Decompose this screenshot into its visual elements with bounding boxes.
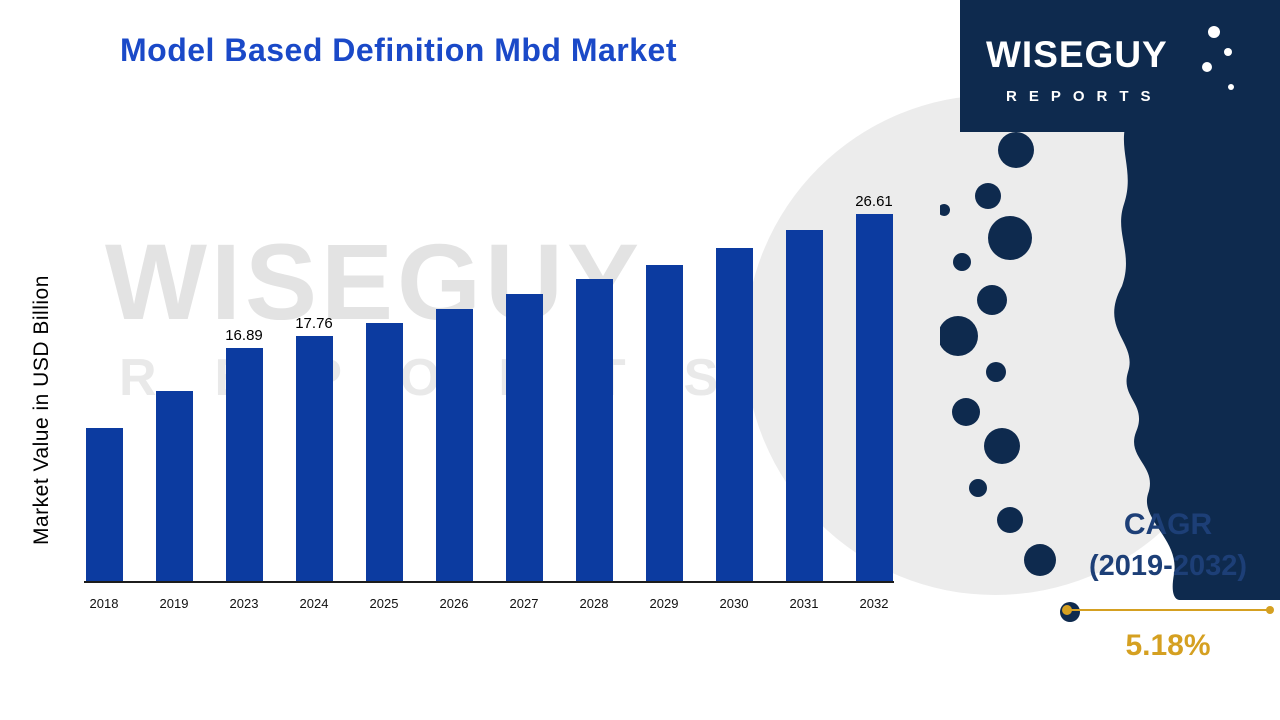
logo-wordmark: WISEGUY <box>986 34 1168 75</box>
bar-chart: 2018 2019 16.89 2023 17.76 2024 2025 2026 2027 20… <box>84 176 894 611</box>
x-tick-label: 2023 <box>229 596 259 611</box>
bar-group: 2025 <box>364 323 404 611</box>
bar <box>85 428 123 581</box>
watermark: WISEGUY REPORTS <box>105 228 776 408</box>
bar-group: 2030 <box>714 248 754 611</box>
bar-group: 2027 <box>504 294 544 611</box>
x-tick-label: 2019 <box>159 596 189 611</box>
y-axis-label: Market Value in USD Billion <box>30 275 53 546</box>
cagr-range: (2019-2032) <box>1089 550 1247 582</box>
bar-group: 2026 <box>434 309 474 611</box>
bar <box>505 294 543 581</box>
x-tick-label: 2029 <box>649 596 679 611</box>
bar-group: 2031 <box>784 230 824 611</box>
bar-group: 16.89 2023 <box>224 327 264 611</box>
bar-value-label: 26.61 <box>855 193 893 210</box>
watermark-line1: WISEGUY <box>105 221 644 342</box>
bar <box>435 309 473 581</box>
logo-dot <box>1208 26 1220 38</box>
bar <box>225 348 263 581</box>
bar <box>295 336 333 581</box>
bar-group: 2019 <box>154 391 194 611</box>
bar <box>785 230 823 581</box>
divider-line <box>1068 609 1268 611</box>
x-tick-label: 2031 <box>789 596 819 611</box>
bar <box>715 248 753 581</box>
bar-group: 26.61 2032 <box>854 193 894 611</box>
x-tick-label: 2028 <box>579 596 609 611</box>
bar <box>645 265 683 581</box>
logo-dot <box>1224 48 1232 56</box>
gold-divider <box>1062 605 1274 615</box>
bar-value-label: 16.89 <box>225 327 263 344</box>
x-tick-label: 2026 <box>439 596 469 611</box>
divider-left-dot <box>1062 605 1072 615</box>
wiseguy-logo: WISEGUY REPORTS <box>960 0 1280 132</box>
x-tick-label: 2032 <box>859 596 889 611</box>
divider-right-dot <box>1266 606 1274 614</box>
cagr-value: 5.18% <box>1125 629 1211 662</box>
x-tick-label: 2025 <box>369 596 399 611</box>
logo-dot <box>1202 62 1212 72</box>
x-tick-label: 2030 <box>719 596 749 611</box>
cagr-label: CAGR <box>1123 508 1213 541</box>
watermark-line2: REPORTS <box>105 348 776 408</box>
cagr-block: CAGR (2019-2032) 5.18% <box>1056 508 1280 663</box>
x-tick-label: 2018 <box>89 596 119 611</box>
bar <box>365 323 403 581</box>
bar <box>155 391 193 581</box>
x-tick-label: 2024 <box>299 596 329 611</box>
bar-group: 2029 <box>644 265 684 611</box>
bar <box>575 279 613 581</box>
bar-group: 17.76 2024 <box>294 315 334 611</box>
x-tick-label: 2027 <box>509 596 539 611</box>
logo-subtitle: REPORTS <box>1006 88 1163 105</box>
bar-group: 2028 <box>574 279 614 611</box>
bar-group: 2018 <box>84 428 124 611</box>
bar <box>855 214 893 581</box>
bar-value-label: 17.76 <box>295 315 333 332</box>
page-title: Model Based Definition Mbd Market <box>120 32 677 68</box>
logo-dot <box>1228 84 1234 90</box>
